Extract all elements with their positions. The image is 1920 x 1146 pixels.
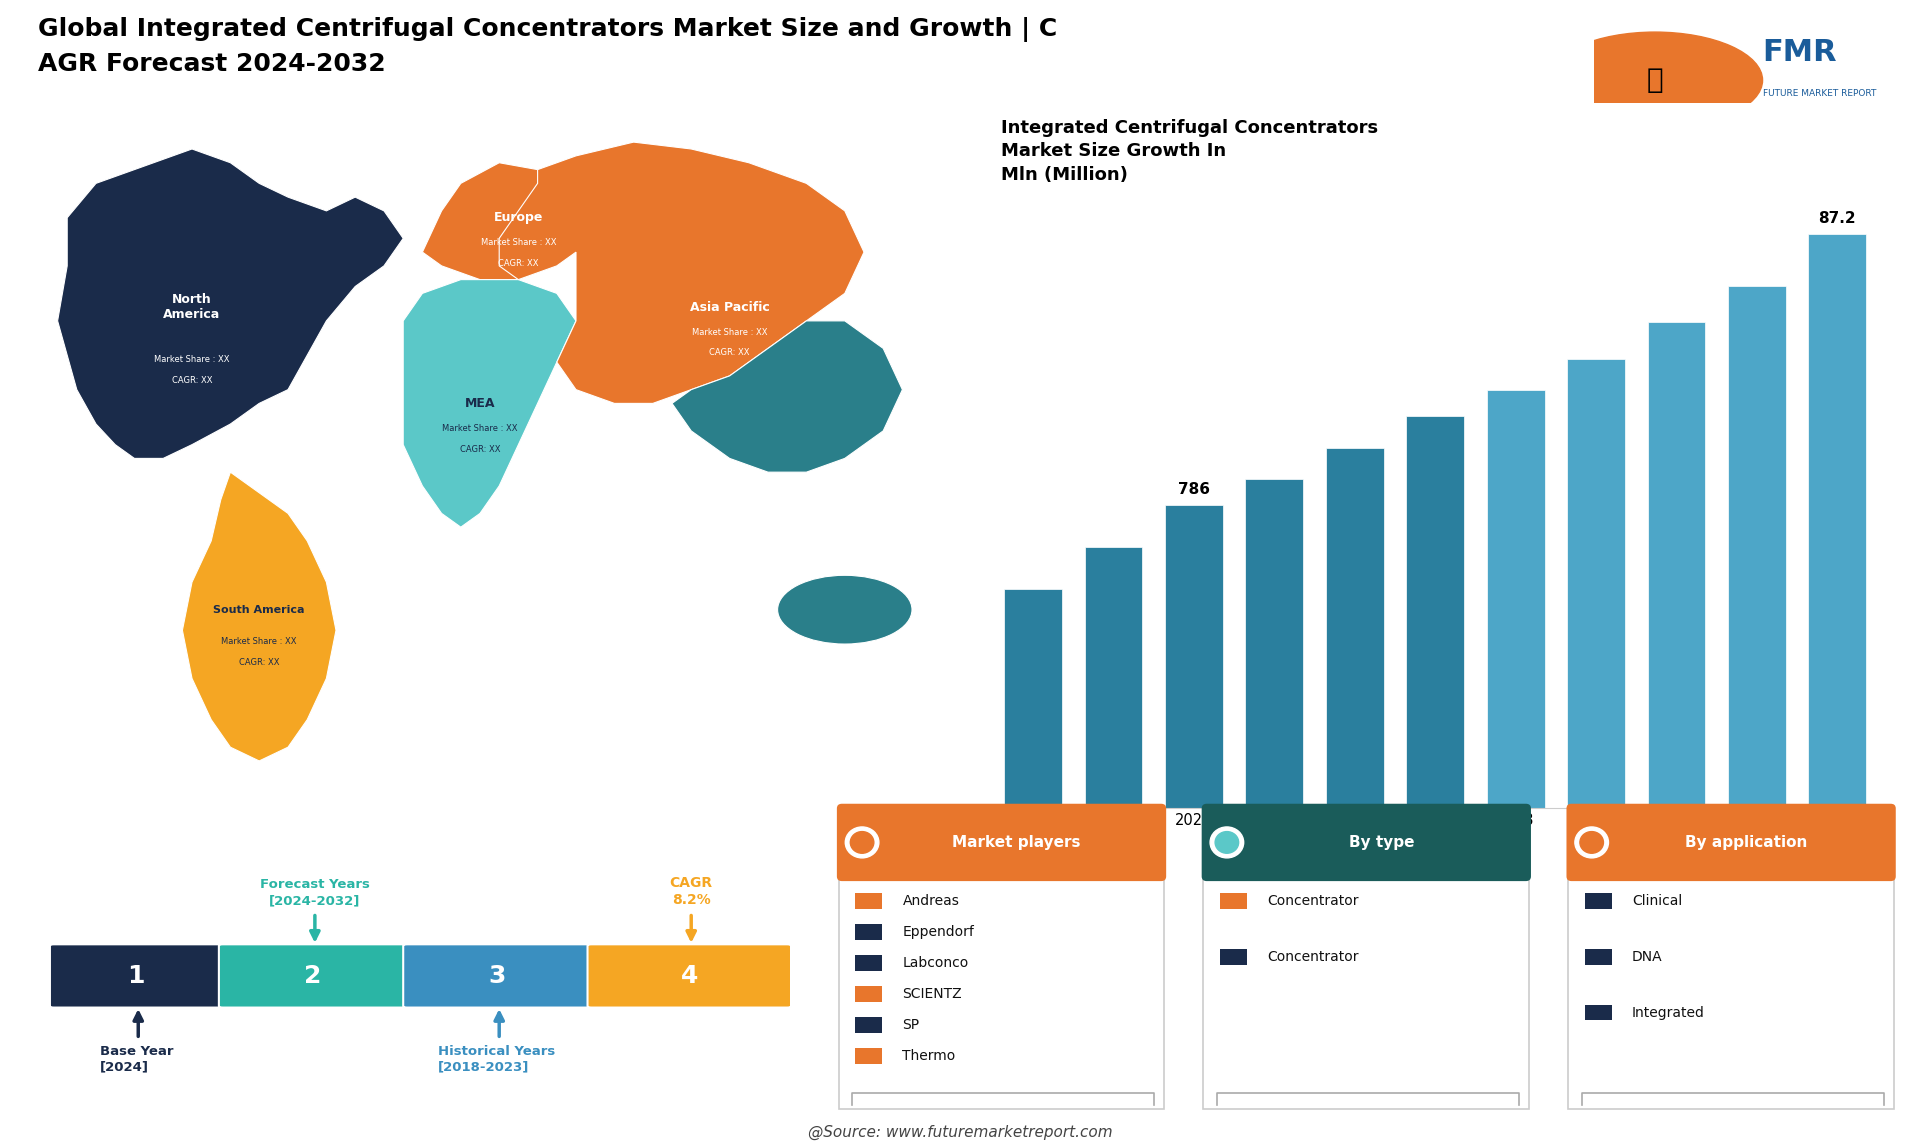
Text: 🔍: 🔍 — [1647, 66, 1663, 94]
Text: North
America: North America — [163, 293, 221, 321]
Text: Asia Pacific: Asia Pacific — [689, 300, 770, 314]
Text: CAGR: XX: CAGR: XX — [171, 376, 213, 385]
FancyBboxPatch shape — [1586, 949, 1611, 965]
Bar — [1246, 479, 1304, 808]
Text: FUTURE MARKET REPORT: FUTURE MARKET REPORT — [1763, 89, 1876, 99]
FancyBboxPatch shape — [1567, 803, 1895, 881]
Text: Market Share : XX: Market Share : XX — [442, 424, 518, 433]
Polygon shape — [422, 163, 595, 280]
Text: Market Share : XX: Market Share : XX — [221, 637, 298, 646]
Text: Integrated Centrifugal Concentrators
Market Size Growth In
Mln (Million): Integrated Centrifugal Concentrators Mar… — [1000, 119, 1379, 185]
Text: CAGR: XX: CAGR: XX — [497, 259, 540, 268]
Text: AGR Forecast 2024-2032: AGR Forecast 2024-2032 — [38, 52, 386, 76]
Bar — [1809, 234, 1866, 808]
Text: Labconco: Labconco — [902, 956, 970, 971]
FancyBboxPatch shape — [856, 1049, 883, 1063]
FancyBboxPatch shape — [1221, 894, 1248, 909]
Text: Base Year
[2024]: Base Year [2024] — [100, 1045, 173, 1074]
FancyBboxPatch shape — [839, 808, 1164, 1108]
Text: 4: 4 — [680, 964, 699, 988]
Circle shape — [1215, 832, 1238, 854]
Text: Forecast Years
[2024-2032]: Forecast Years [2024-2032] — [259, 878, 371, 908]
FancyBboxPatch shape — [856, 956, 883, 971]
Polygon shape — [182, 472, 336, 761]
Text: Europe: Europe — [493, 211, 543, 225]
Text: Andreas: Andreas — [902, 894, 960, 909]
Text: By application: By application — [1686, 835, 1807, 850]
Text: Integrated: Integrated — [1632, 1005, 1705, 1020]
Circle shape — [1580, 832, 1603, 854]
FancyBboxPatch shape — [1202, 803, 1530, 881]
Bar — [1647, 322, 1705, 808]
Text: Historical Years
[2018-2023]: Historical Years [2018-2023] — [438, 1045, 555, 1074]
Polygon shape — [58, 149, 403, 458]
Bar — [1085, 547, 1142, 808]
FancyBboxPatch shape — [1586, 894, 1611, 909]
Text: CAGR
8.2%: CAGR 8.2% — [670, 876, 712, 908]
Bar — [1405, 416, 1465, 808]
FancyBboxPatch shape — [1586, 1005, 1611, 1020]
Text: Market Share : XX: Market Share : XX — [154, 355, 230, 364]
Text: DNA: DNA — [1632, 950, 1663, 964]
Text: Clinical: Clinical — [1632, 894, 1682, 909]
Bar — [1327, 448, 1384, 808]
Circle shape — [1548, 32, 1763, 128]
Text: @Source: www.futuremarketreport.com: @Source: www.futuremarketreport.com — [808, 1125, 1112, 1140]
FancyBboxPatch shape — [1569, 808, 1893, 1108]
Text: Global Integrated Centrifugal Concentrators Market Size and Growth | C: Global Integrated Centrifugal Concentrat… — [38, 17, 1058, 42]
Text: Market Share : XX: Market Share : XX — [691, 328, 768, 337]
FancyBboxPatch shape — [856, 1018, 883, 1033]
FancyBboxPatch shape — [50, 944, 223, 1007]
Text: Market Share : XX: Market Share : XX — [480, 238, 557, 248]
FancyBboxPatch shape — [856, 894, 883, 909]
FancyBboxPatch shape — [1221, 949, 1248, 965]
Polygon shape — [672, 321, 902, 472]
FancyBboxPatch shape — [837, 803, 1165, 881]
Text: SCIENTZ: SCIENTZ — [902, 987, 962, 1002]
FancyBboxPatch shape — [856, 987, 883, 1002]
Text: 786: 786 — [1177, 482, 1210, 497]
Text: MEA: MEA — [465, 397, 495, 410]
Text: Concentrator: Concentrator — [1267, 950, 1359, 964]
Bar — [1486, 391, 1544, 808]
Text: CAGR: XX: CAGR: XX — [459, 445, 501, 454]
FancyBboxPatch shape — [1204, 808, 1528, 1108]
Text: FMR: FMR — [1763, 38, 1837, 68]
Polygon shape — [403, 280, 576, 527]
Bar — [1004, 589, 1062, 808]
Text: South America: South America — [213, 605, 305, 614]
Text: 2: 2 — [303, 964, 323, 988]
Text: 87.2: 87.2 — [1818, 211, 1857, 226]
Text: 3: 3 — [488, 964, 507, 988]
FancyBboxPatch shape — [856, 925, 883, 940]
Polygon shape — [499, 142, 864, 403]
Circle shape — [845, 827, 879, 858]
Bar — [1728, 285, 1786, 808]
Text: 1: 1 — [127, 964, 146, 988]
Circle shape — [851, 832, 874, 854]
Text: By type: By type — [1348, 835, 1415, 850]
Circle shape — [1210, 827, 1244, 858]
Text: Thermo: Thermo — [902, 1049, 956, 1063]
Bar — [1165, 505, 1223, 808]
Text: CAGR: XX: CAGR: XX — [708, 348, 751, 358]
FancyBboxPatch shape — [403, 944, 591, 1007]
Circle shape — [1574, 827, 1609, 858]
Bar — [1567, 359, 1624, 808]
Text: Concentrator: Concentrator — [1267, 894, 1359, 909]
Text: Eppendorf: Eppendorf — [902, 925, 973, 940]
Text: CAGR: XX: CAGR: XX — [238, 658, 280, 667]
Text: Market players: Market players — [952, 835, 1081, 850]
Ellipse shape — [778, 575, 912, 644]
FancyBboxPatch shape — [219, 944, 407, 1007]
Text: SP: SP — [902, 1018, 920, 1033]
FancyBboxPatch shape — [588, 944, 791, 1007]
